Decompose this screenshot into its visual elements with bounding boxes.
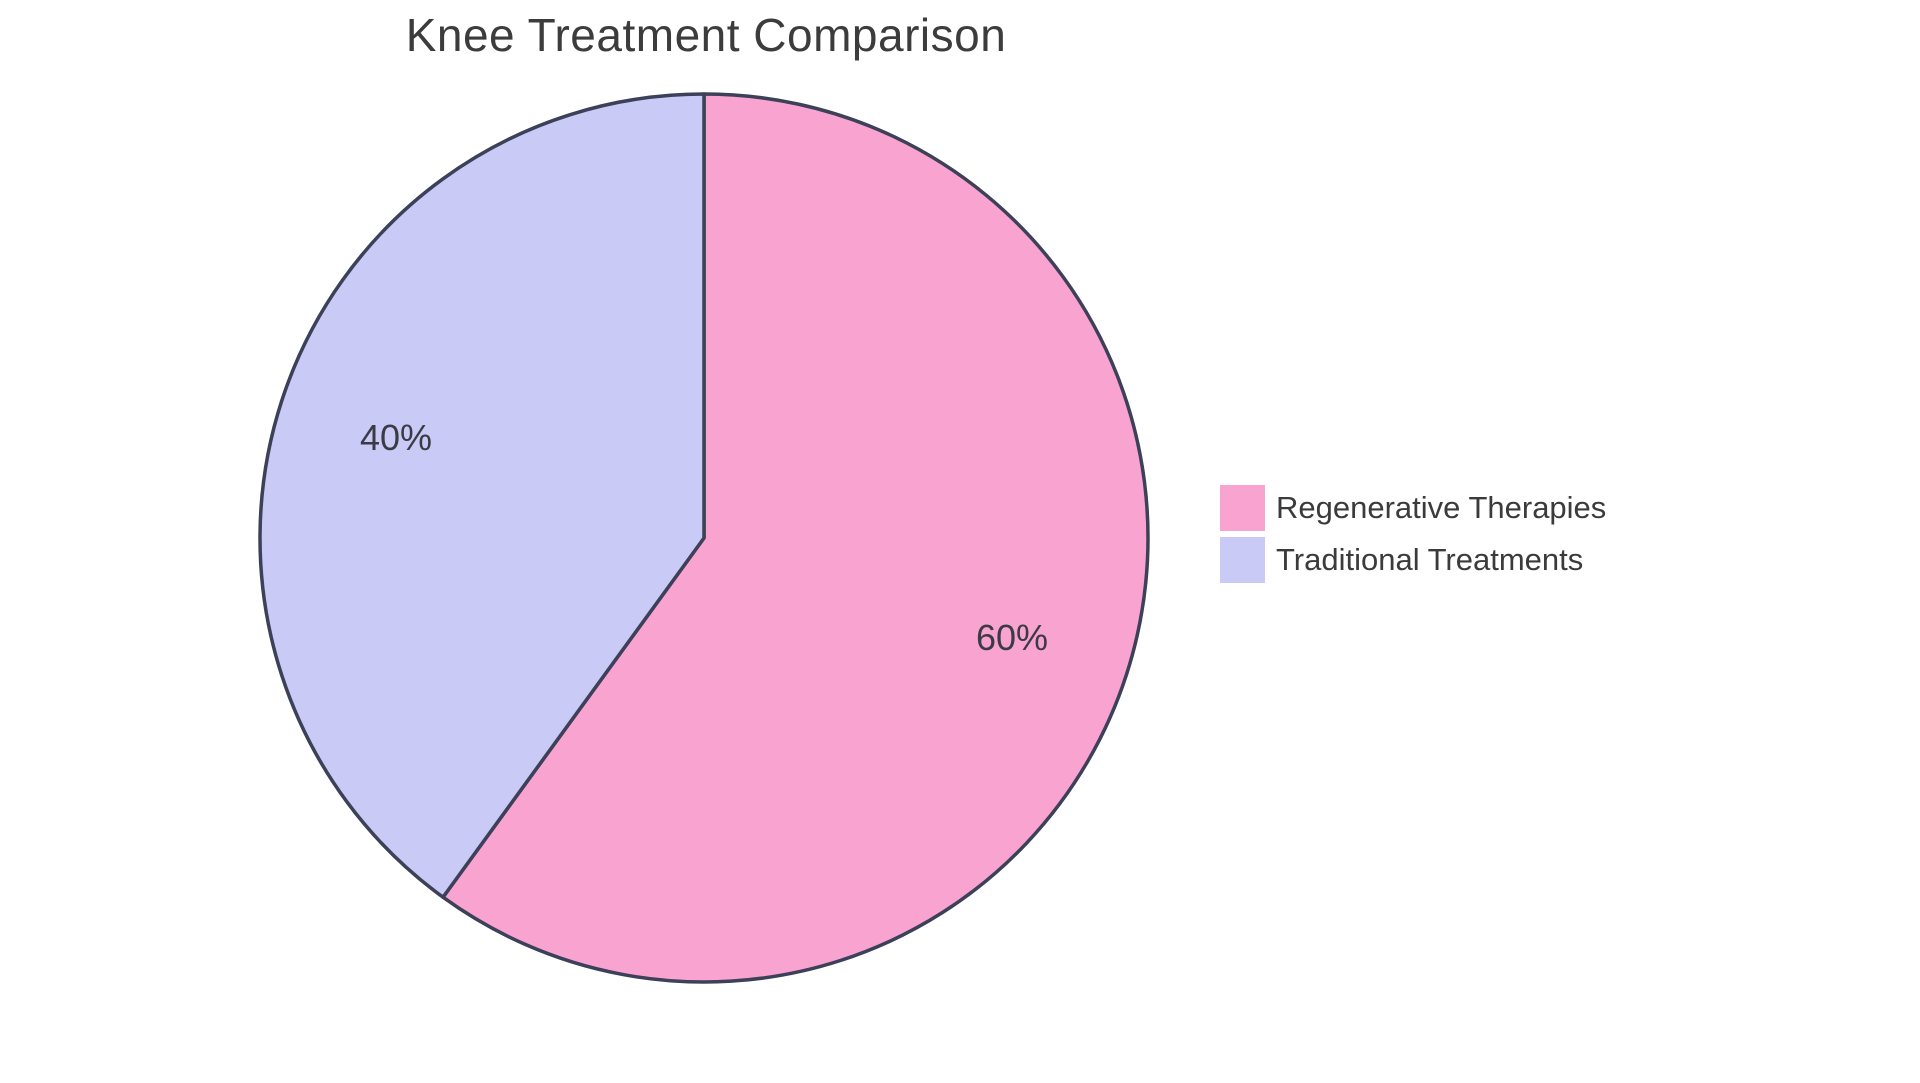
chart-title: Knee Treatment Comparison [405, 9, 1007, 61]
legend-label: Regenerative Therapies [1276, 490, 1607, 525]
pie-slice-regenerative-therapies [441, 92, 1150, 984]
legend-swatch-icon [1220, 485, 1265, 531]
pie-slice-traditional-treatments [258, 92, 706, 899]
legend-item-regenerative-therapies: Regenerative Therapies [1220, 485, 1606, 531]
legend-label: Traditional Treatments [1276, 542, 1584, 577]
legend-item-traditional-treatments: Traditional Treatments [1220, 537, 1606, 583]
slice-percent-label-traditional: 40% [359, 417, 433, 458]
slice-percent-label-regenerative: 60% [975, 617, 1049, 658]
legend-swatch-icon [1220, 537, 1265, 583]
legend: Regenerative Therapies Traditional Treat… [1220, 485, 1606, 589]
